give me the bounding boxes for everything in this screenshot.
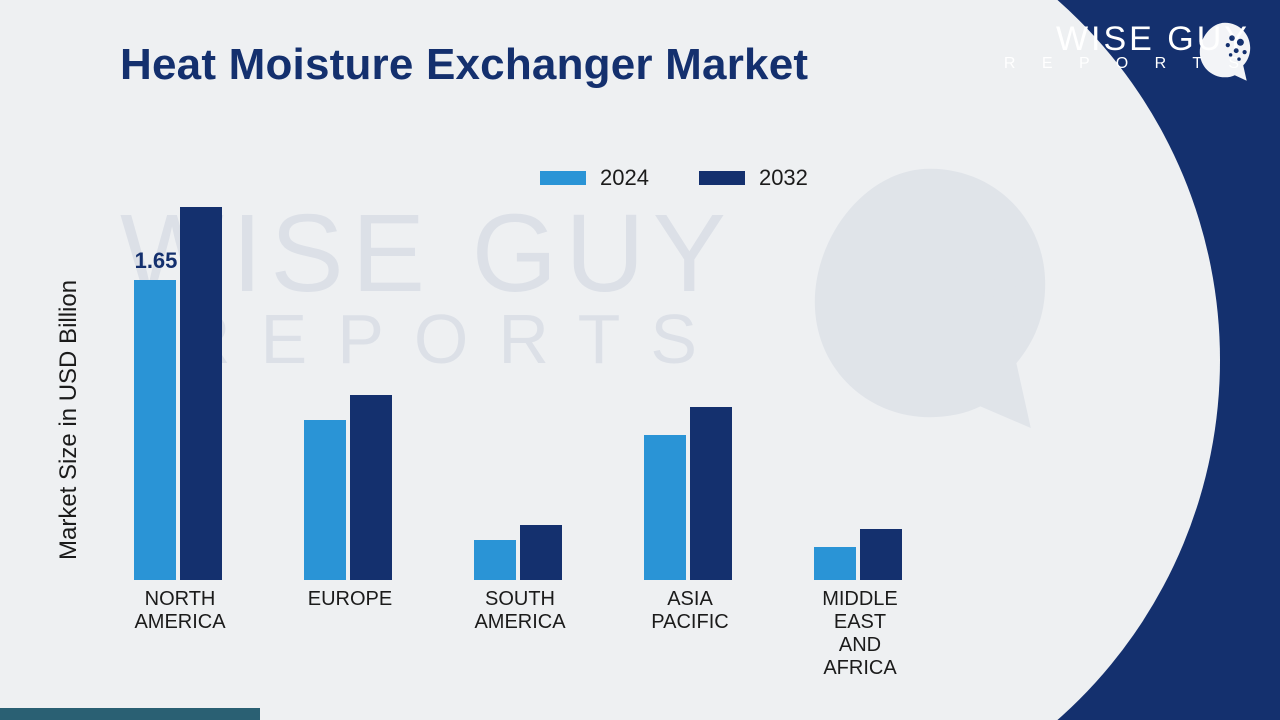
footer-accent-bar (0, 708, 260, 720)
bar-2024 (644, 435, 686, 580)
bar-2032 (860, 529, 902, 580)
bar-2024 (304, 420, 346, 580)
bar-2032 (350, 395, 392, 580)
value-label: 1.65 (116, 248, 196, 274)
x-axis-label: SOUTH AMERICA (450, 588, 590, 634)
x-axis-label: EUROPE (280, 588, 420, 611)
bar-2024 (134, 280, 176, 580)
bar-2032 (690, 407, 732, 580)
chart-title: Heat Moisture Exchanger Market (120, 40, 808, 90)
bar-2024 (814, 547, 856, 580)
x-axis-label: ASIA PACIFIC (620, 588, 760, 634)
bar-2032 (520, 525, 562, 580)
brand-head-icon (1190, 18, 1260, 96)
x-axis-label: MIDDLE EAST AND AFRICA (790, 588, 930, 680)
y-axis-label: Market Size in USD Billion (55, 280, 83, 560)
infographic-stage: WISE GUY REPORTS Heat Moisture Exchanger… (0, 0, 1280, 720)
x-axis-label: NORTH AMERICA (110, 588, 250, 634)
bar-chart: 1.65 (100, 180, 960, 580)
bar-2024 (474, 540, 516, 580)
